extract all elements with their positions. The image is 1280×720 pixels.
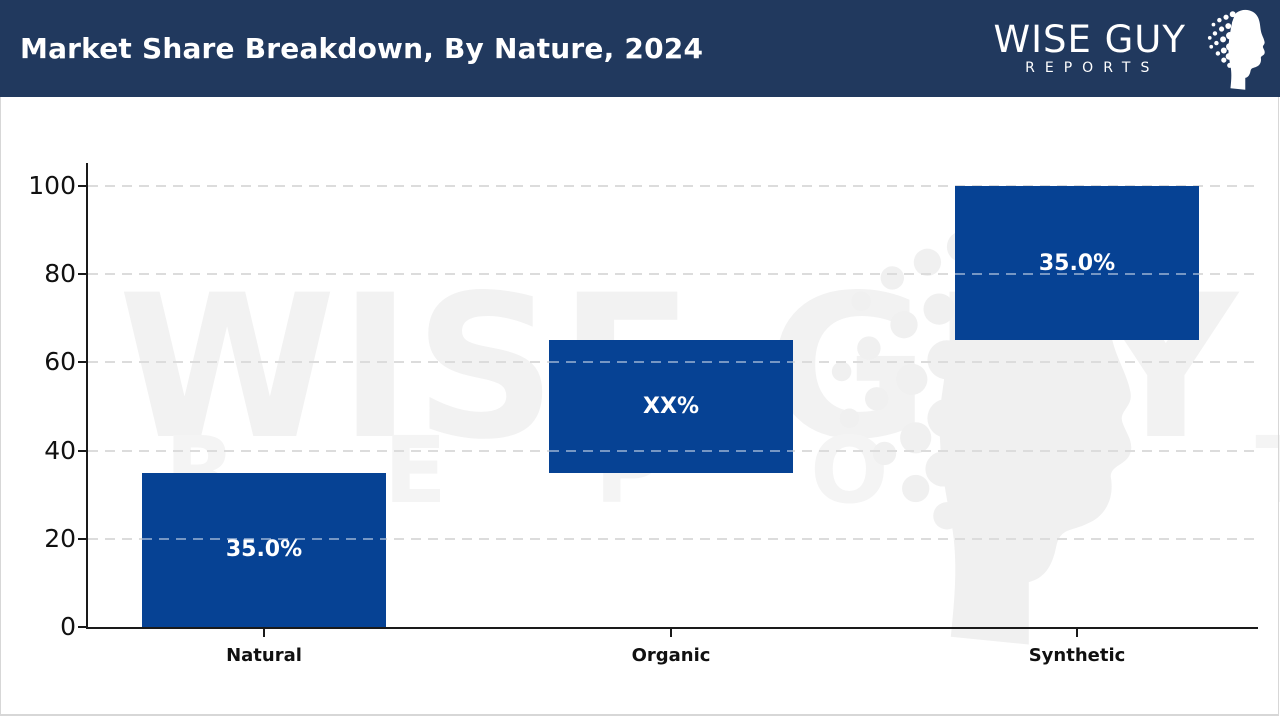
y-tick-label-0: 0 bbox=[60, 612, 76, 641]
bar-natural: 35.0% bbox=[142, 472, 386, 627]
y-tick-mark bbox=[78, 185, 86, 187]
page-title: Market Share Breakdown, By Nature, 2024 bbox=[20, 32, 704, 65]
gridline-overlay bbox=[549, 361, 793, 364]
bar-organic: XX% bbox=[549, 340, 793, 473]
y-tick-mark bbox=[78, 626, 86, 628]
y-tick-label-40: 40 bbox=[44, 435, 76, 465]
y-tick-label-20: 20 bbox=[44, 523, 76, 553]
x-tick-label-natural: Natural bbox=[226, 645, 302, 666]
x-axis-line bbox=[86, 627, 1258, 629]
gridline-100 bbox=[88, 185, 1258, 187]
gridline-overlay bbox=[142, 537, 386, 540]
bar-value-label: 35.0% bbox=[1038, 250, 1116, 276]
y-tick-mark bbox=[78, 361, 86, 364]
x-tick-mark bbox=[263, 629, 265, 637]
bar-synthetic: 35.0% bbox=[955, 186, 1199, 341]
logo-wordmark: WISE GUY bbox=[993, 17, 1186, 61]
y-tick-label-80: 80 bbox=[44, 259, 76, 289]
gridline-80 bbox=[88, 273, 1258, 276]
y-tick-mark bbox=[78, 449, 86, 452]
y-tick-label-100: 100 bbox=[28, 171, 76, 200]
wise-guy-reports-logo: WISE GUY REPORTS bbox=[994, 8, 1266, 90]
logo-text: WISE GUY REPORTS bbox=[993, 17, 1186, 77]
y-axis-line bbox=[86, 163, 88, 629]
y-tick-mark bbox=[78, 273, 86, 276]
x-tick-mark bbox=[670, 629, 672, 637]
dotted-head-icon bbox=[1207, 9, 1265, 90]
x-tick-mark bbox=[1076, 629, 1078, 637]
y-tick-label-60: 60 bbox=[44, 347, 76, 377]
gridline-20 bbox=[88, 537, 1258, 540]
gridline-overlay bbox=[549, 449, 793, 452]
x-tick-label-organic: Organic bbox=[631, 645, 711, 666]
bar-value-label: XX% bbox=[643, 393, 699, 419]
bar-value-label: 35.0% bbox=[225, 537, 303, 563]
x-tick-label-synthetic: Synthetic bbox=[1028, 645, 1126, 666]
gridline-overlay bbox=[955, 273, 1199, 276]
logo-subtitle: REPORTS bbox=[1025, 60, 1160, 77]
y-tick-mark bbox=[78, 537, 86, 540]
waterfall-chart: 0 20 40 60 80 100 35.0% Natural XX% Organic 35.0% S… bbox=[28, 163, 1258, 666]
header-bar: Market Share Breakdown, By Nature, 2024 … bbox=[0, 0, 1280, 97]
